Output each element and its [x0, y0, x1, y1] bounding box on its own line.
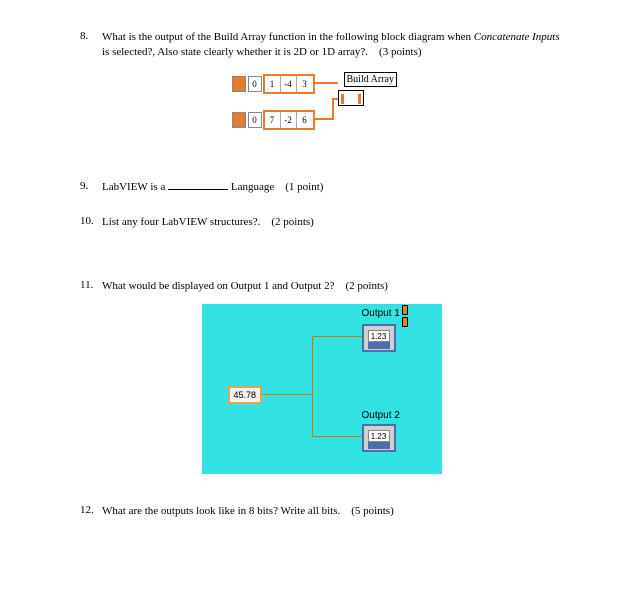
terminal-icon: [402, 305, 408, 315]
wire: [314, 118, 332, 120]
q9-text-a: LabVIEW is a: [102, 181, 168, 193]
indicator-foot: [368, 442, 390, 449]
q11-number: 11.: [80, 279, 102, 294]
q8-concat: Concatenate Inputs: [474, 31, 560, 43]
q8-points: (3 points): [379, 46, 421, 58]
q10-number: 10.: [80, 215, 102, 230]
q12-text-main: What are the outputs look like in 8 bits…: [102, 505, 340, 517]
q8-array2: 0 7 -2 6: [232, 110, 315, 130]
q8-number: 8.: [80, 30, 102, 60]
q10-text: List any four LabVIEW structures?. (2 po…: [102, 215, 563, 230]
q8-diagram: 0 1 -4 3 0 7 -2 6: [212, 70, 432, 140]
q8-text-b: is selected?, Also state clearly whether…: [102, 46, 368, 58]
question-9: 9. LabVIEW is a Language (1 point): [80, 180, 563, 195]
q8-text-a: What is the output of the Build Array fu…: [102, 31, 474, 43]
q9-text: LabVIEW is a Language (1 point): [102, 180, 563, 195]
blank-line: [168, 180, 228, 190]
q11-out2-label: Output 2: [362, 410, 400, 421]
question-10: 10. List any four LabVIEW structures?. (…: [80, 215, 563, 230]
q11-input-constant: 45.78: [228, 386, 263, 404]
q9-number: 9.: [80, 180, 102, 195]
q11-points: (2 points): [346, 280, 388, 292]
array-icon: [232, 112, 246, 128]
wire: [332, 98, 334, 120]
wire: [314, 82, 338, 84]
q8-arr1-cells: 1 -4 3: [263, 74, 315, 94]
cell: -2: [281, 112, 297, 128]
q11-out1-label: Output 1: [362, 308, 400, 319]
document-page: 8. What is the output of the Build Array…: [0, 0, 623, 547]
build-array-node: [338, 90, 364, 106]
q11-diagram: 45.78 Output 1 1.23 Output 2: [202, 304, 442, 474]
q11-diagram-wrap: 45.78 Output 1 1.23 Output 2: [202, 304, 442, 474]
cell: 1: [265, 76, 281, 92]
q8-arr2-dim: 0: [248, 112, 262, 128]
q10-points: (2 points): [271, 216, 313, 228]
indicator-foot: [368, 342, 390, 349]
q11-text-main: What would be displayed on Output 1 and …: [102, 280, 335, 292]
terminal-icon: [402, 317, 408, 327]
question-8: 8. What is the output of the Build Array…: [80, 30, 563, 140]
question-12: 12. What are the outputs look like in 8 …: [80, 504, 563, 519]
q10-text-main: List any four LabVIEW structures?.: [102, 216, 260, 228]
q9-points: (1 point): [285, 181, 323, 193]
q11-text: What would be displayed on Output 1 and …: [102, 279, 563, 294]
q12-text: What are the outputs look like in 8 bits…: [102, 504, 563, 519]
question-11: 11. What would be displayed on Output 1 …: [80, 279, 563, 474]
q9-text-b: Language: [231, 181, 274, 193]
wire: [312, 436, 362, 437]
cell: 6: [297, 112, 313, 128]
q12-number: 12.: [80, 504, 102, 519]
q11-output1-indicator: 1.23: [362, 324, 396, 352]
wire: [312, 336, 362, 337]
q11-out1-label-text: Output 1: [362, 308, 400, 319]
q12-points: (5 points): [351, 505, 393, 517]
q8-arr1-dim: 0: [248, 76, 262, 92]
q8-arr2-cells: 7 -2 6: [263, 110, 315, 130]
q11-output2-indicator: 1.23: [362, 424, 396, 452]
wire: [312, 336, 313, 395]
cell: 7: [265, 112, 281, 128]
cell: -4: [281, 76, 297, 92]
cell: 3: [297, 76, 313, 92]
wire: [312, 394, 313, 436]
indicator-value: 1.23: [368, 430, 390, 442]
q8-array1: 0 1 -4 3: [232, 74, 315, 94]
indicator-value: 1.23: [368, 330, 390, 342]
build-array-label: Build Array: [344, 72, 398, 87]
array-icon: [232, 76, 246, 92]
wire: [262, 394, 312, 395]
q8-text: What is the output of the Build Array fu…: [102, 30, 563, 60]
